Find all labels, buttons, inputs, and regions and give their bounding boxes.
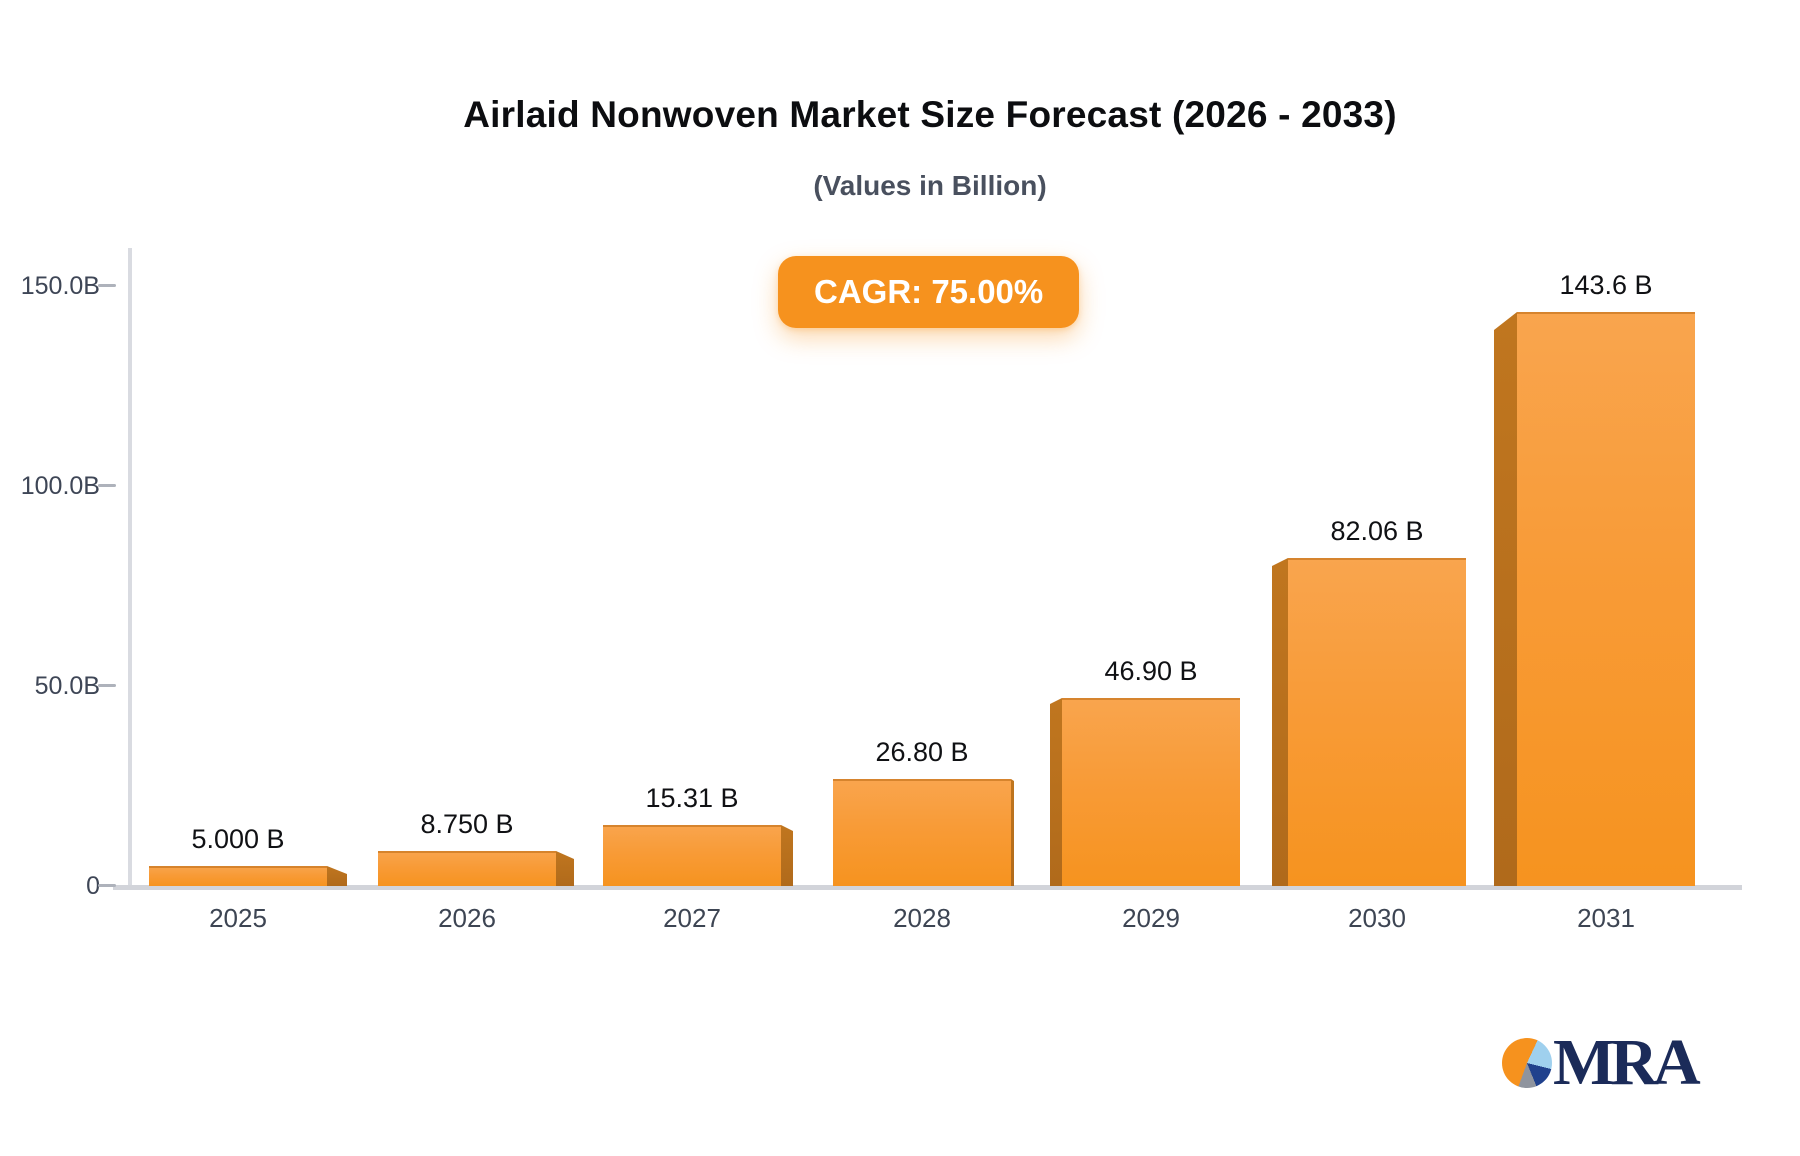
y-tick-label: 100.0B — [20, 472, 100, 500]
pie-chart-logo-icon — [1502, 1038, 1552, 1088]
bar-value-label: 15.31 B — [645, 783, 739, 813]
x-axis-label: 2028 — [893, 903, 951, 933]
cagr-badge: CAGR: 75.00% — [778, 256, 1080, 328]
bar-2026 — [378, 851, 556, 886]
bar-3d-side — [1494, 312, 1517, 886]
y-tick-label: 0 — [86, 872, 100, 900]
bar-2025 — [149, 866, 327, 886]
bar-3d-side — [556, 851, 574, 886]
bar-3d-side — [1272, 558, 1288, 886]
x-axis-label: 2030 — [1348, 903, 1406, 933]
y-axis-line — [128, 248, 132, 888]
bar-value-label: 46.90 B — [1104, 656, 1198, 686]
chart-subtitle: (Values in Billion) — [813, 170, 1047, 201]
y-tick-label: 150.0B — [20, 272, 100, 300]
bar-2031 — [1517, 312, 1695, 886]
x-axis-label: 2026 — [438, 903, 496, 933]
y-tick-mark — [98, 684, 116, 687]
bar-value-label: 143.6 B — [1559, 270, 1653, 300]
bar-2029 — [1062, 698, 1240, 886]
bar-2028 — [833, 779, 1011, 886]
bar-3d-side — [327, 866, 347, 886]
brand-logo-text: MRA — [1553, 1026, 1701, 1099]
bar-2030 — [1288, 558, 1466, 886]
y-tick-mark — [98, 884, 116, 887]
x-axis-line — [113, 885, 1742, 890]
x-axis-label: 2031 — [1577, 903, 1635, 933]
bar-value-label: 26.80 B — [875, 737, 969, 767]
chart-title: Airlaid Nonwoven Market Size Forecast (2… — [463, 94, 1397, 135]
y-tick-mark — [98, 284, 116, 287]
x-axis-label: 2029 — [1122, 903, 1180, 933]
y-tick-label: 50.0B — [34, 672, 100, 700]
x-axis-label: 2025 — [209, 903, 267, 933]
bar-value-label: 82.06 B — [1330, 516, 1424, 546]
y-tick-mark — [98, 484, 116, 487]
bar-3d-side — [1011, 779, 1014, 886]
bar-value-label: 5.000 B — [191, 824, 285, 854]
bar-2027 — [603, 825, 781, 886]
bar-3d-side — [1050, 698, 1062, 886]
brand-logo: MRA — [1502, 1026, 1701, 1099]
bar-3d-side — [781, 825, 793, 886]
bar-value-label: 8.750 B — [420, 809, 514, 839]
x-axis-label: 2027 — [663, 903, 721, 933]
